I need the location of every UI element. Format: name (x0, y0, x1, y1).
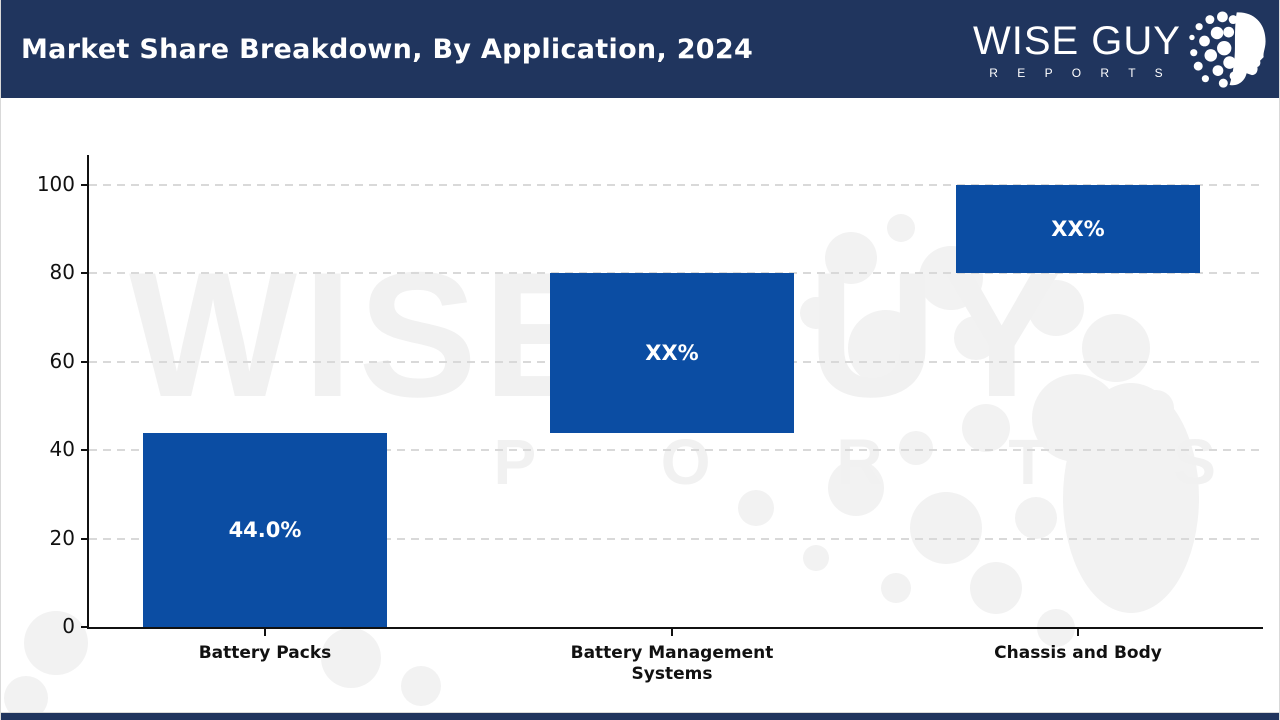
y-tick-label-40: 40 (49, 437, 75, 462)
y-tick-label-0: 0 (62, 614, 75, 638)
logo-wordmark: WISE GUY (972, 18, 1181, 63)
bar-value-label-battery-management-systems: XX% (645, 340, 699, 365)
wiseguy-logo: WISE GUY R E P O R T S (973, 8, 1269, 92)
bar-chassis-and-body: XX% (956, 185, 1200, 274)
y-tick-60 (81, 360, 89, 363)
gridline-40 (89, 449, 1263, 452)
y-tick-label-100: 100 (36, 172, 75, 196)
logo-subtitle: R E P O R T S (989, 65, 1171, 80)
y-tick-100 (81, 184, 89, 186)
x-category-label-chassis-and-body: Chassis and Body (994, 643, 1162, 663)
y-tick-40 (81, 449, 89, 452)
y-axis-line (87, 155, 89, 629)
footer-divider (1, 712, 1279, 713)
x-tick-battery-management-systems (671, 629, 673, 636)
y-tick-0 (81, 626, 89, 628)
gridline-20 (89, 537, 1263, 540)
footer-bar (1, 713, 1279, 720)
x-tick-chassis-and-body (1077, 629, 1079, 636)
page-title: Market Share Breakdown, By Application, … (21, 33, 754, 65)
logo-face-icon (1189, 11, 1266, 88)
bar-value-label-chassis-and-body: XX% (1051, 217, 1105, 242)
y-tick-80 (81, 272, 89, 275)
gridline-100 (89, 184, 1263, 186)
y-tick-label-60: 60 (49, 348, 75, 373)
x-category-label-battery-packs: Battery Packs (198, 643, 332, 663)
y-tick-label-20: 20 (49, 525, 75, 550)
logo-text: WISE GUY R E P O R T S (973, 21, 1181, 80)
bar-value-label-battery-packs: 44.0% (228, 517, 302, 542)
x-category-label-battery-management-systems: Battery Management Systems (570, 643, 774, 685)
chart-area: WISE GUY R E P O R T S 0 20 40 60 80 100 44.0%… (1, 98, 1279, 712)
y-tick-20 (81, 537, 89, 540)
x-tick-battery-packs (264, 629, 266, 636)
x-axis-line (87, 627, 1263, 629)
header-bar: Market Share Breakdown, By Application, … (1, 0, 1279, 98)
bar-battery-packs: 44.0% (143, 432, 387, 627)
bar-battery-management-systems: XX% (550, 273, 794, 433)
y-tick-label-80: 80 (49, 260, 75, 285)
